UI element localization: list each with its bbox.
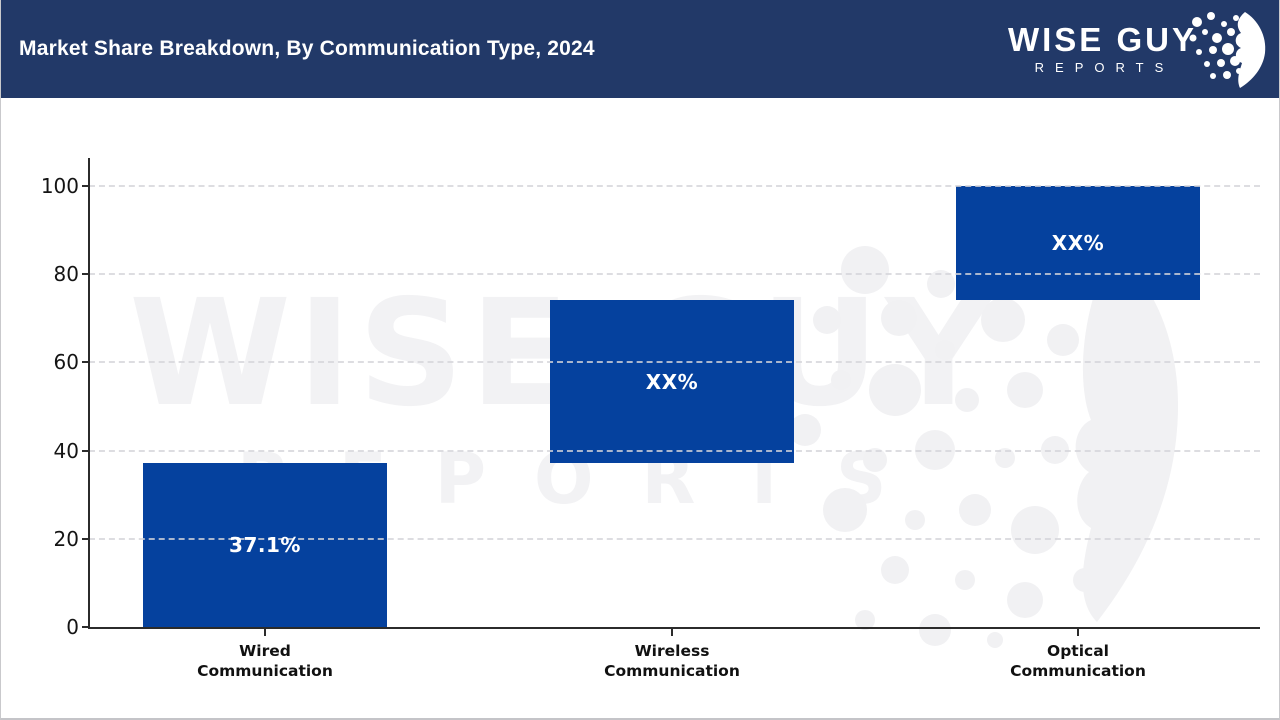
y-tick-label: 20	[53, 526, 79, 551]
x-axis-label-wireless: Wireless Communication	[604, 642, 740, 681]
bar-wired-communication: 37.1%	[143, 463, 387, 627]
y-tick-mark	[82, 626, 89, 628]
y-tick-mark	[82, 185, 89, 187]
y-tick-label: 100	[40, 174, 79, 198]
y-axis-spine	[88, 158, 90, 629]
header-bar: Market Share Breakdown, By Communication…	[1, 0, 1279, 98]
bar-value-label: XX%	[1051, 230, 1105, 255]
logo-subtext: REPORTS	[1034, 60, 1175, 75]
logo-face-icon	[1189, 12, 1266, 88]
y-tick-label: 0	[66, 615, 79, 639]
x-axis-label-optical: Optical Communication	[1010, 642, 1146, 681]
y-tick-mark	[82, 273, 89, 276]
gridline-y60	[89, 361, 1260, 364]
watermark-face-icon	[789, 232, 1179, 648]
x-tick-mark	[671, 629, 673, 636]
y-tick-label: 40	[53, 438, 79, 463]
y-tick-mark	[82, 449, 89, 452]
y-tick-mark	[82, 361, 89, 364]
bar-value-label: XX%	[645, 369, 699, 394]
y-tick-label: 80	[53, 262, 79, 287]
x-axis-label-wired: Wired Communication	[197, 642, 333, 681]
x-axis-spine	[88, 627, 1260, 629]
x-tick-mark	[264, 629, 266, 636]
y-tick-label: 60	[53, 350, 79, 375]
chart-title: Market Share Breakdown, By Communication…	[19, 37, 595, 60]
gridline-y100	[89, 185, 1260, 187]
x-tick-mark	[1077, 629, 1079, 636]
bar-wireless-communication: XX%	[550, 299, 794, 464]
y-tick-mark	[82, 537, 89, 540]
gridline-y80	[89, 273, 1260, 276]
bar-optical-communication: XX%	[956, 186, 1200, 300]
wiseguy-logo: WISE GUY REPORTS	[1008, 8, 1267, 90]
gridline-y40	[89, 449, 1260, 452]
bar-value-label: 37.1%	[229, 533, 301, 558]
gridline-y20	[89, 537, 1260, 540]
logo-wordmark: WISE GUY	[1007, 21, 1197, 58]
